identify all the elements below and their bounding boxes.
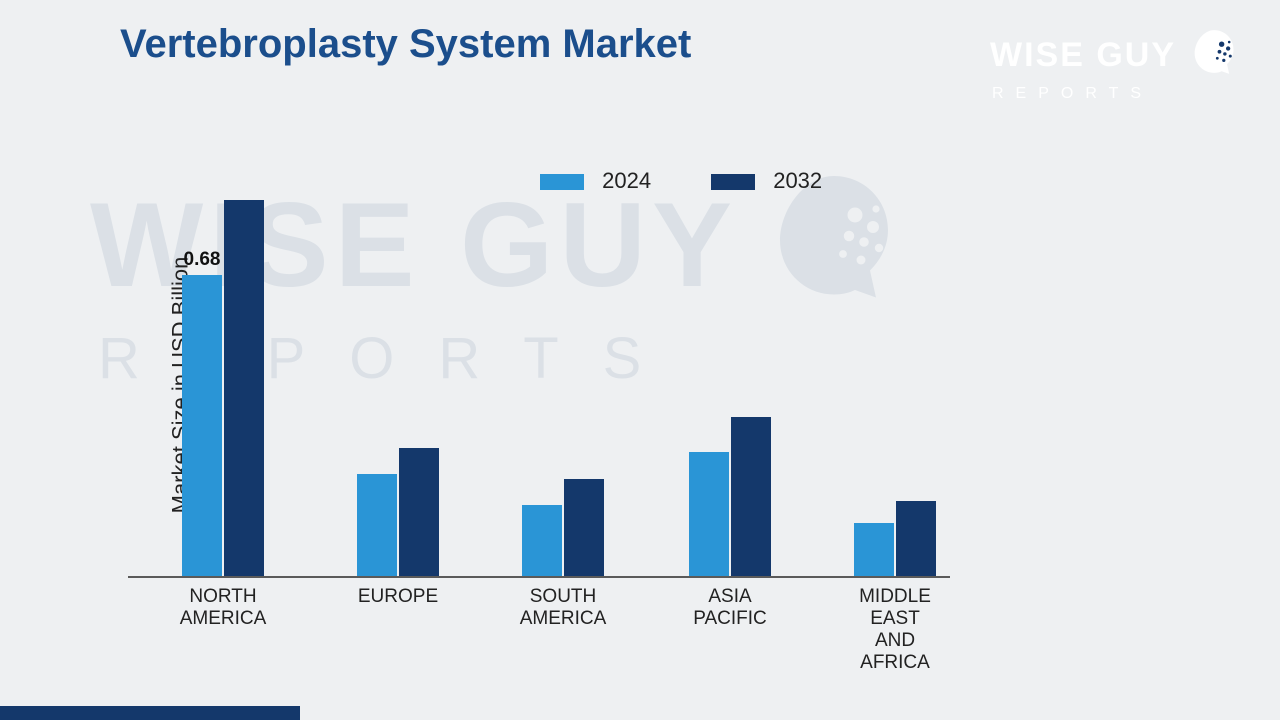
brand-logo: WISE GUY REPORTS <box>990 28 1250 102</box>
chart-title: Vertebroplasty System Market <box>120 22 691 67</box>
right-panel: WISE GUY REPORTS <box>950 0 1280 720</box>
bottom-accent-strip <box>0 706 300 720</box>
bar-group: 0.68NORTHAMERICA <box>148 178 298 576</box>
stage: WISE GUY REPORTS Vertebroplasty System M… <box>0 0 1280 720</box>
x-category-label: MIDDLEEASTANDAFRICA <box>820 576 970 673</box>
bar <box>731 417 771 576</box>
bar <box>689 452 729 576</box>
brand-text-line2: REPORTS <box>990 86 1250 102</box>
x-category-label: ASIAPACIFIC <box>655 576 805 630</box>
x-category-label: EUROPE <box>323 576 473 608</box>
chart: Market Size in USD Billion 0.68NORTHAMER… <box>70 150 950 620</box>
bar <box>182 275 222 576</box>
bar <box>522 505 562 576</box>
bar-group: ASIAPACIFIC <box>655 178 805 576</box>
bar <box>224 200 264 576</box>
bar <box>564 479 604 576</box>
bar <box>854 523 894 576</box>
plot-area: 0.68NORTHAMERICAEUROPESOUTHAMERICAASIAPA… <box>128 178 950 578</box>
brand-text-line1: WISE GUY <box>990 38 1176 72</box>
bar <box>357 474 397 576</box>
x-axis-baseline <box>128 576 950 578</box>
x-category-label: NORTHAMERICA <box>148 576 298 630</box>
brand-head-icon <box>1186 28 1240 82</box>
bar <box>896 501 936 576</box>
x-category-label: SOUTHAMERICA <box>488 576 638 630</box>
bar-groups-container: 0.68NORTHAMERICAEUROPESOUTHAMERICAASIAPA… <box>128 178 950 576</box>
bar-group: EUROPE <box>323 178 473 576</box>
bar <box>399 448 439 576</box>
bar-group: SOUTHAMERICA <box>488 178 638 576</box>
bar-group: MIDDLEEASTANDAFRICA <box>820 178 970 576</box>
bar-value-label: 0.68 <box>184 249 221 271</box>
